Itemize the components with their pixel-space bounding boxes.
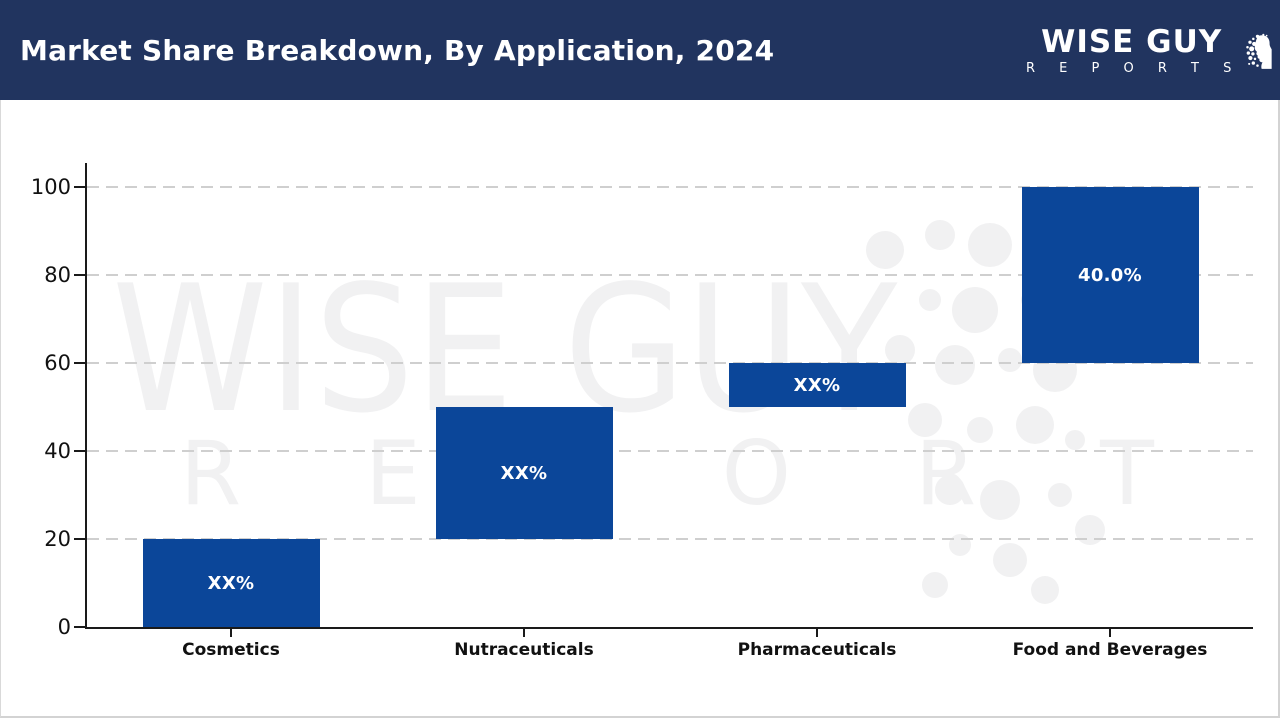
x-tick-label-2: Pharmaceuticals — [737, 640, 897, 660]
bar-value-label: XX% — [207, 572, 255, 594]
bar-food-and-beverages: 40.0% — [1021, 187, 1199, 363]
bar-value-label: XX% — [500, 462, 548, 484]
watermark-dot — [1031, 576, 1059, 604]
watermark-dot — [952, 287, 998, 333]
watermark-dot — [935, 345, 975, 385]
y-tick-label-40: 40 — [44, 439, 71, 463]
gridline-100 — [87, 186, 1253, 188]
x-tick-1 — [523, 629, 525, 637]
watermark-dot — [925, 220, 955, 250]
watermark-dot — [908, 403, 942, 437]
logo-text: WISE GUY R E P O R T S — [1022, 23, 1242, 76]
watermark-dot — [993, 543, 1027, 577]
bar-pharmaceuticals: XX% — [728, 363, 906, 407]
watermark-dot — [1065, 430, 1085, 450]
x-tick-label-1: Nutraceuticals — [454, 640, 594, 660]
watermark-dot — [919, 289, 941, 311]
x-tick-0 — [230, 629, 232, 637]
logo-subtext: R E P O R T S — [1026, 60, 1242, 76]
watermark-dot — [968, 223, 1012, 267]
y-axis-line — [85, 163, 87, 629]
header-bar: Market Share Breakdown, By Application, … — [0, 0, 1280, 100]
watermark-dot — [998, 348, 1022, 372]
y-tick-40 — [74, 450, 85, 452]
gridline-40 — [87, 450, 1253, 452]
y-tick-label-20: 20 — [44, 527, 71, 551]
watermark-dot — [1016, 406, 1054, 444]
y-tick-label-60: 60 — [44, 351, 71, 375]
wiseguy-face-icon — [1246, 33, 1272, 69]
bar-cosmetics: XX% — [142, 539, 320, 627]
watermark-subtext: R E P O R T S — [180, 422, 1280, 525]
page-title: Market Share Breakdown, By Application, … — [20, 33, 775, 67]
y-tick-label-80: 80 — [44, 263, 71, 287]
watermark-dot — [980, 480, 1020, 520]
gridline-80 — [87, 274, 1253, 276]
y-tick-label-100: 100 — [30, 175, 71, 199]
gridline-60 — [87, 362, 1253, 364]
watermark-dot — [935, 475, 965, 505]
y-tick-20 — [74, 538, 85, 540]
gridline-20 — [87, 538, 1253, 540]
logo-wordmark: WISE GUY — [1041, 23, 1223, 60]
watermark-dot — [1075, 515, 1105, 545]
watermark-dot — [885, 335, 915, 365]
y-tick-100 — [74, 186, 85, 188]
bar-value-label: XX% — [793, 374, 841, 396]
watermark-dot — [1048, 483, 1072, 507]
wiseguy-logo: WISE GUY R E P O R T S — [1022, 8, 1272, 94]
y-tick-80 — [74, 274, 85, 276]
watermark-dot — [866, 231, 904, 269]
x-tick-3 — [1109, 629, 1111, 637]
y-tick-label-0: 0 — [57, 615, 71, 639]
x-tick-2 — [816, 629, 818, 637]
watermark-dot — [967, 417, 993, 443]
y-tick-60 — [74, 362, 85, 364]
watermark-dot — [922, 572, 948, 598]
bar-nutraceuticals: XX% — [435, 407, 613, 539]
y-tick-0 — [74, 626, 85, 628]
x-tick-label-0: Cosmetics — [182, 640, 280, 660]
x-axis-line — [85, 627, 1253, 629]
bar-value-label: 40.0% — [1078, 264, 1142, 286]
x-tick-label-3: Food and Beverages — [1012, 640, 1208, 660]
